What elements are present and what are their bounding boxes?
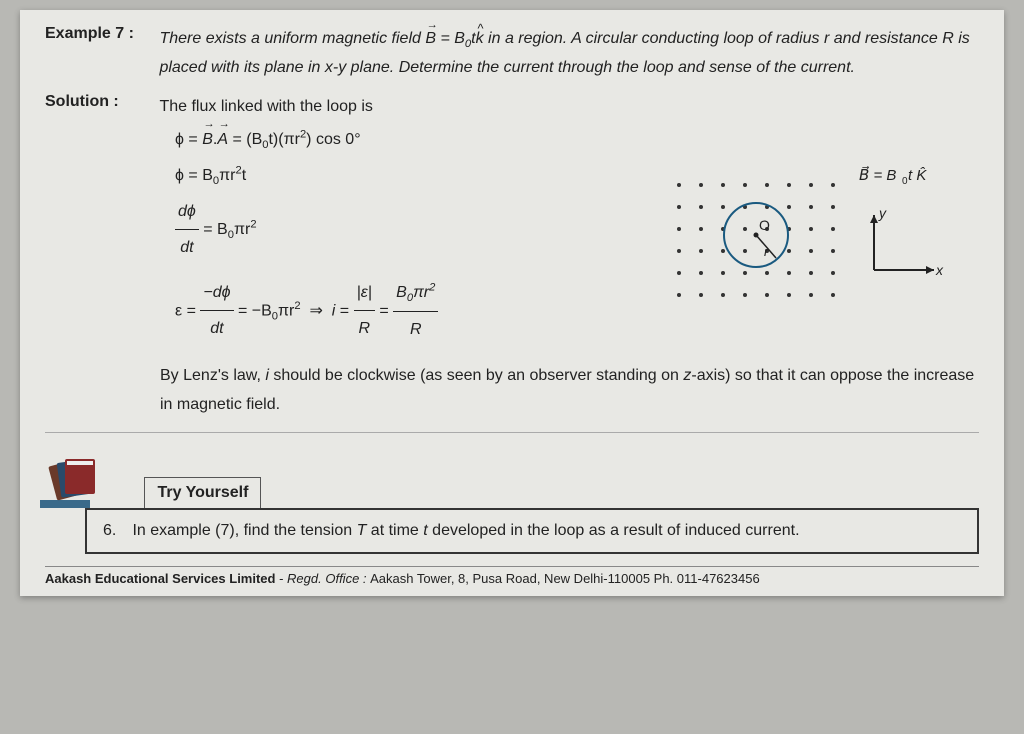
solution-label: Solution :	[45, 93, 155, 111]
try-yourself-section: Try Yourself 6. In example (7), find the…	[45, 453, 979, 554]
example-label: Example 7 :	[45, 25, 155, 43]
footer-address: Aakash Tower, 8, Pusa Road, New Delhi-11…	[370, 571, 760, 586]
footer-office-label: Regd. Office :	[287, 571, 370, 586]
page-footer: Aakash Educational Services Limited - Re…	[45, 566, 979, 586]
svg-text:O: O	[759, 217, 770, 233]
eq-flux-def: ϕ = B.A = (B0t)(πr2) cos 0°	[175, 122, 979, 158]
footer-company: Aakash Educational Services Limited	[45, 571, 275, 586]
example-problem: There exists a uniform magnetic field B …	[159, 25, 973, 83]
field-diagram: O r x y B⃗ = B 0 t K̂	[664, 160, 944, 330]
svg-text:x: x	[935, 262, 944, 278]
svg-text:t K̂: t K̂	[908, 167, 927, 184]
solution-intro: The flux linked with the loop is	[159, 93, 973, 122]
try-question: In example (7), find the tension T at ti…	[132, 522, 960, 540]
svg-text:r: r	[764, 244, 769, 259]
svg-text:B⃗ = B: B⃗ = B	[859, 165, 896, 184]
books-icon	[45, 453, 100, 508]
svg-text:y: y	[878, 205, 887, 221]
try-yourself-header: Try Yourself	[144, 477, 261, 508]
example-block: Example 7 : There exists a uniform magne…	[45, 25, 979, 433]
solution-conclusion: By Lenz's law, i should be clockwise (as…	[160, 362, 979, 420]
try-number: 6.	[103, 522, 128, 540]
page-content: Example 7 : There exists a uniform magne…	[20, 10, 1004, 596]
try-yourself-box: 6. In example (7), find the tension T at…	[85, 508, 979, 554]
